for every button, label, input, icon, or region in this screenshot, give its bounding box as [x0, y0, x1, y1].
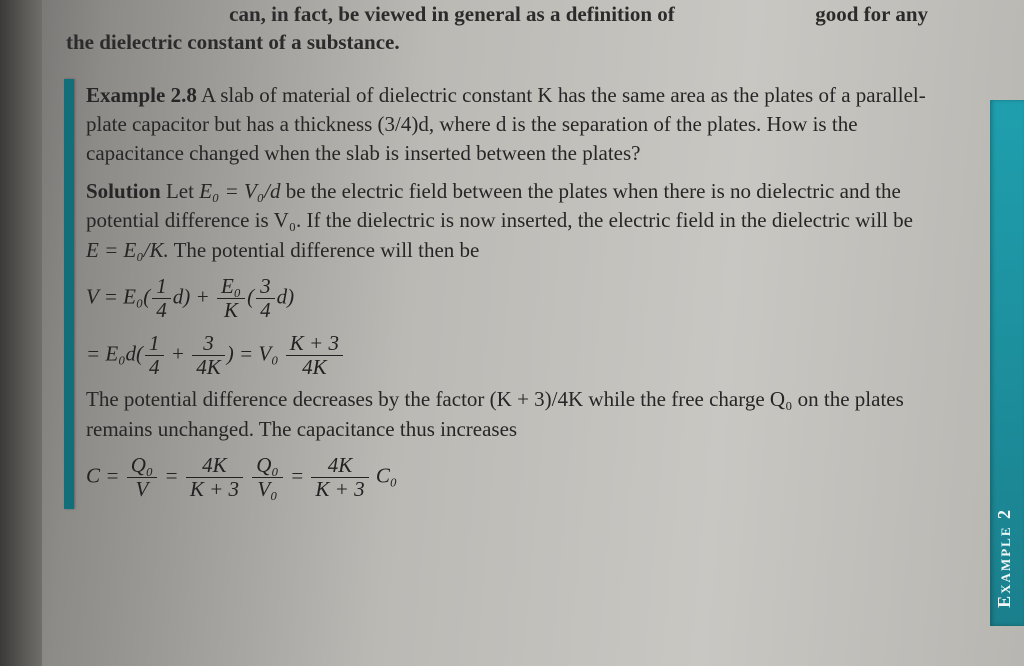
eq1-frac1: 14	[152, 275, 171, 322]
eq1-f2n: E₀	[217, 275, 245, 299]
example-block: Example 2.8 A slab of material of dielec…	[56, 79, 988, 510]
eq3-frac1: Q₀V	[127, 454, 157, 501]
example-problem-text: A slab of material of dielectric constan…	[86, 83, 926, 166]
intro-line-2: the dielectric constant of a substance.	[66, 30, 400, 54]
eq1-f3d: 4	[256, 299, 275, 322]
eq2-f2n: 3	[192, 332, 225, 356]
eq2-frac2: 34K	[192, 332, 225, 379]
eq3-frac4: 4KK + 3	[311, 454, 368, 501]
eq3-frac2: 4KK + 3	[186, 454, 243, 501]
sol-eq2: E = E₀/K.	[86, 238, 169, 262]
eq1-t1-open: (	[143, 284, 150, 308]
textbook-page: Example 2 per capacitor and can, in fact…	[0, 0, 1024, 666]
example-accent-bar	[64, 79, 74, 510]
eq2-f1n: 1	[145, 332, 164, 356]
eq3-f3n: Q₀	[252, 454, 282, 478]
eq3-f4d: K + 3	[311, 478, 368, 501]
equation-3: C = Q₀V = 4KK + 3 Q₀V₀ = 4KK + 3 C₀	[86, 454, 928, 501]
eq2-close: ) = V₀	[227, 342, 279, 366]
sol-p2: The potential difference decreases by th…	[86, 387, 904, 440]
eq1-f1n: 1	[152, 275, 171, 299]
eq2-f1d: 4	[145, 356, 164, 379]
sol-a: Let	[166, 179, 199, 203]
eq1-f2d: K	[217, 299, 245, 322]
eq2-frac3: K + 34K	[286, 332, 343, 379]
eq1-f3n: 3	[256, 275, 275, 299]
eq1-t1-after: d)	[173, 284, 191, 308]
eq2-mid: +	[166, 342, 191, 366]
eq3-eq: =	[159, 464, 184, 488]
eq1-t1-coef: E₀	[123, 284, 143, 308]
solution-paragraph-2: The potential difference decreases by th…	[86, 385, 928, 444]
sol-c: The potential difference will then be	[174, 238, 480, 262]
solution-paragraph: Solution Let E₀ = V₀/d be the electric f…	[86, 177, 928, 265]
eq3-frac3: Q₀V₀	[252, 454, 282, 501]
eq3-eq2: =	[285, 464, 310, 488]
intro-line-1: can, in fact, be viewed in general as a …	[229, 2, 675, 26]
solution-label: Solution	[86, 179, 161, 203]
side-tab-label: Example 2	[994, 508, 1020, 608]
sol-eq1: E₀ = V₀/d	[199, 179, 280, 203]
eq3-dot	[245, 464, 250, 488]
example-problem: Example 2.8 A slab of material of dielec…	[86, 81, 928, 169]
eq1-frac2: E₀K	[217, 275, 245, 322]
intro-paragraph: per capacitor and can, in fact, be viewe…	[56, 0, 988, 57]
equation-2: = E₀d(14 + 34K) = V₀ K + 34K	[86, 332, 928, 379]
equation-1: V = E₀(14d) + E₀K(34d)	[86, 275, 928, 322]
eq3-f2n: 4K	[186, 454, 243, 478]
eq3-f3d: V₀	[252, 478, 282, 501]
eq3-lhs: C =	[86, 464, 125, 488]
eq1-frac3: 34	[256, 275, 275, 322]
eq2-frac1: 14	[145, 332, 164, 379]
eq3-f2d: K + 3	[186, 478, 243, 501]
eq2-lead: = E₀d(	[86, 342, 143, 366]
eq3-f1n: Q₀	[127, 454, 157, 478]
eq2-f3n: K + 3	[286, 332, 343, 356]
eq1-plus: +	[196, 284, 215, 308]
eq1-lhs: V	[86, 284, 98, 308]
eq2-f3d: 4K	[286, 356, 343, 379]
eq3-f4n: 4K	[311, 454, 368, 478]
eq1-t2-after: d)	[277, 284, 295, 308]
eq1-t2-open: (	[247, 284, 254, 308]
eq3-f1d: V	[127, 478, 157, 501]
eq3-tail: C₀	[371, 464, 398, 488]
eq1-f1d: 4	[152, 299, 171, 322]
intro-tail-right: good for any	[815, 0, 928, 28]
example-label: Example 2.8	[86, 83, 197, 107]
eq2-f2d: 4K	[192, 356, 225, 379]
